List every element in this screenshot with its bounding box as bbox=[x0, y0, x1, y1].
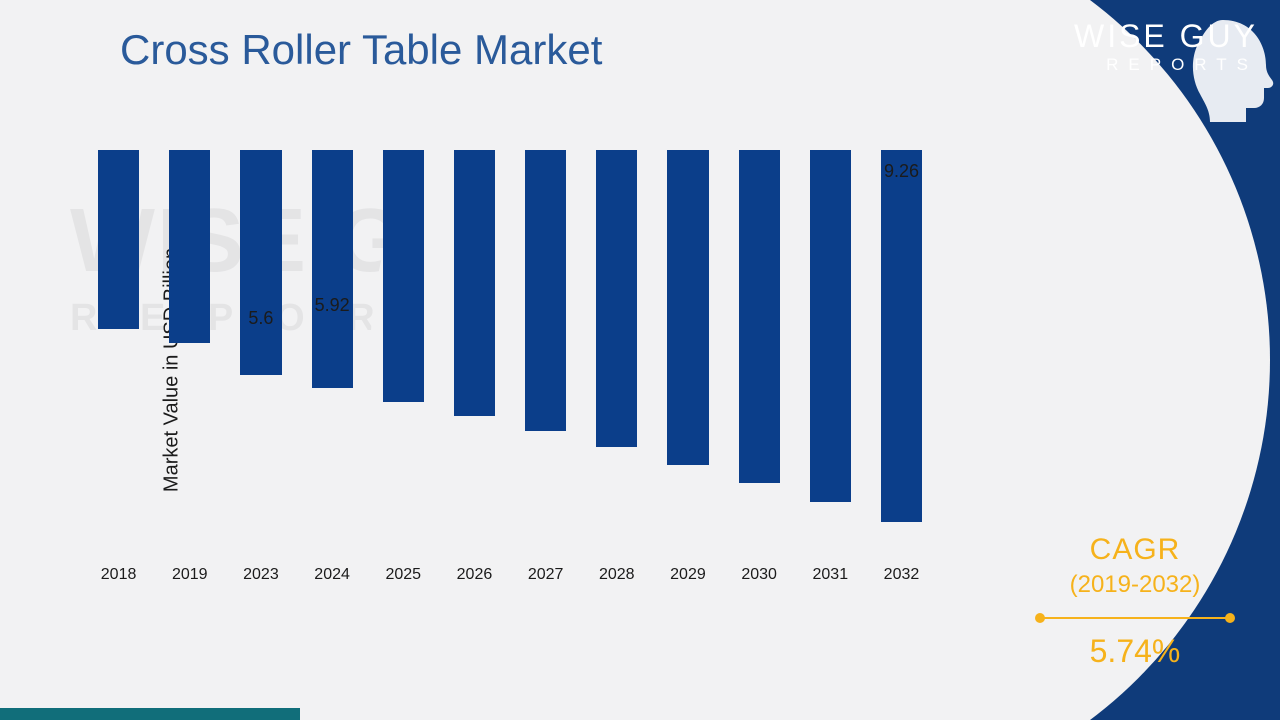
bar-value-label: 5.92 bbox=[315, 295, 350, 316]
bar bbox=[810, 150, 851, 502]
bar-slot bbox=[659, 150, 716, 560]
bar bbox=[312, 150, 353, 388]
bar bbox=[881, 150, 922, 522]
bar-value-label: 5.6 bbox=[248, 308, 273, 329]
bar-value-label: 9.26 bbox=[884, 161, 919, 182]
bar-slot: 9.26 bbox=[873, 150, 930, 560]
bar-slot bbox=[517, 150, 574, 560]
x-axis-label: 2026 bbox=[446, 566, 503, 590]
brand-logo-line1: WISE GUY bbox=[1074, 20, 1258, 52]
x-axis-label: 2027 bbox=[517, 566, 574, 590]
x-axis-label: 2028 bbox=[588, 566, 645, 590]
x-axis-label: 2019 bbox=[161, 566, 218, 590]
bar-slot bbox=[90, 150, 147, 560]
bar bbox=[454, 150, 495, 416]
brand-logo: WISE GUY REPORTS bbox=[1074, 20, 1258, 73]
bar bbox=[525, 150, 566, 431]
cagr-value: 5.74% bbox=[1020, 633, 1250, 670]
page: WISE GUY R E P O R T S WISE GUY R E P O … bbox=[0, 0, 1280, 720]
bar-slot bbox=[375, 150, 432, 560]
bar-chart: Market Value in USD Billion 5.65.929.26 … bbox=[60, 150, 930, 590]
cagr-block: CAGR (2019-2032) 5.74% bbox=[1020, 533, 1250, 670]
bar-slot bbox=[446, 150, 503, 560]
chart-title: Cross Roller Table Market bbox=[120, 26, 602, 74]
bar-slot bbox=[588, 150, 645, 560]
bottom-accent-strip bbox=[0, 708, 300, 720]
chart-plot-area: 5.6 5.92 9.26 bbox=[90, 150, 930, 560]
bar-slot: 5.92 bbox=[304, 150, 361, 560]
brand-logo-line2: REPORTS bbox=[1074, 56, 1258, 73]
chart-x-axis: 2018 2019 2023 2024 2025 2026 2027 2028 2029 2030… bbox=[90, 566, 930, 590]
x-axis-label: 2030 bbox=[731, 566, 788, 590]
x-axis-label: 2025 bbox=[375, 566, 432, 590]
x-axis-label: 2031 bbox=[802, 566, 859, 590]
bar-slot bbox=[731, 150, 788, 560]
bar bbox=[98, 150, 139, 329]
right-panel: WISE GUY REPORTS CAGR (2019-2032) 5.74% bbox=[970, 0, 1280, 720]
x-axis-label: 2023 bbox=[232, 566, 289, 590]
cagr-period: (2019-2032) bbox=[1020, 571, 1250, 599]
cagr-divider-icon bbox=[1040, 617, 1230, 619]
x-axis-label: 2032 bbox=[873, 566, 930, 590]
cagr-label: CAGR bbox=[1020, 533, 1250, 567]
bar-slot bbox=[161, 150, 218, 560]
bar bbox=[739, 150, 780, 483]
bar-slot bbox=[802, 150, 859, 560]
bar bbox=[383, 150, 424, 402]
bar bbox=[667, 150, 708, 465]
bar bbox=[169, 150, 210, 343]
x-axis-label: 2029 bbox=[659, 566, 716, 590]
bar bbox=[240, 150, 281, 375]
bar bbox=[596, 150, 637, 447]
x-axis-label: 2024 bbox=[304, 566, 361, 590]
bar-slot: 5.6 bbox=[232, 150, 289, 560]
x-axis-label: 2018 bbox=[90, 566, 147, 590]
